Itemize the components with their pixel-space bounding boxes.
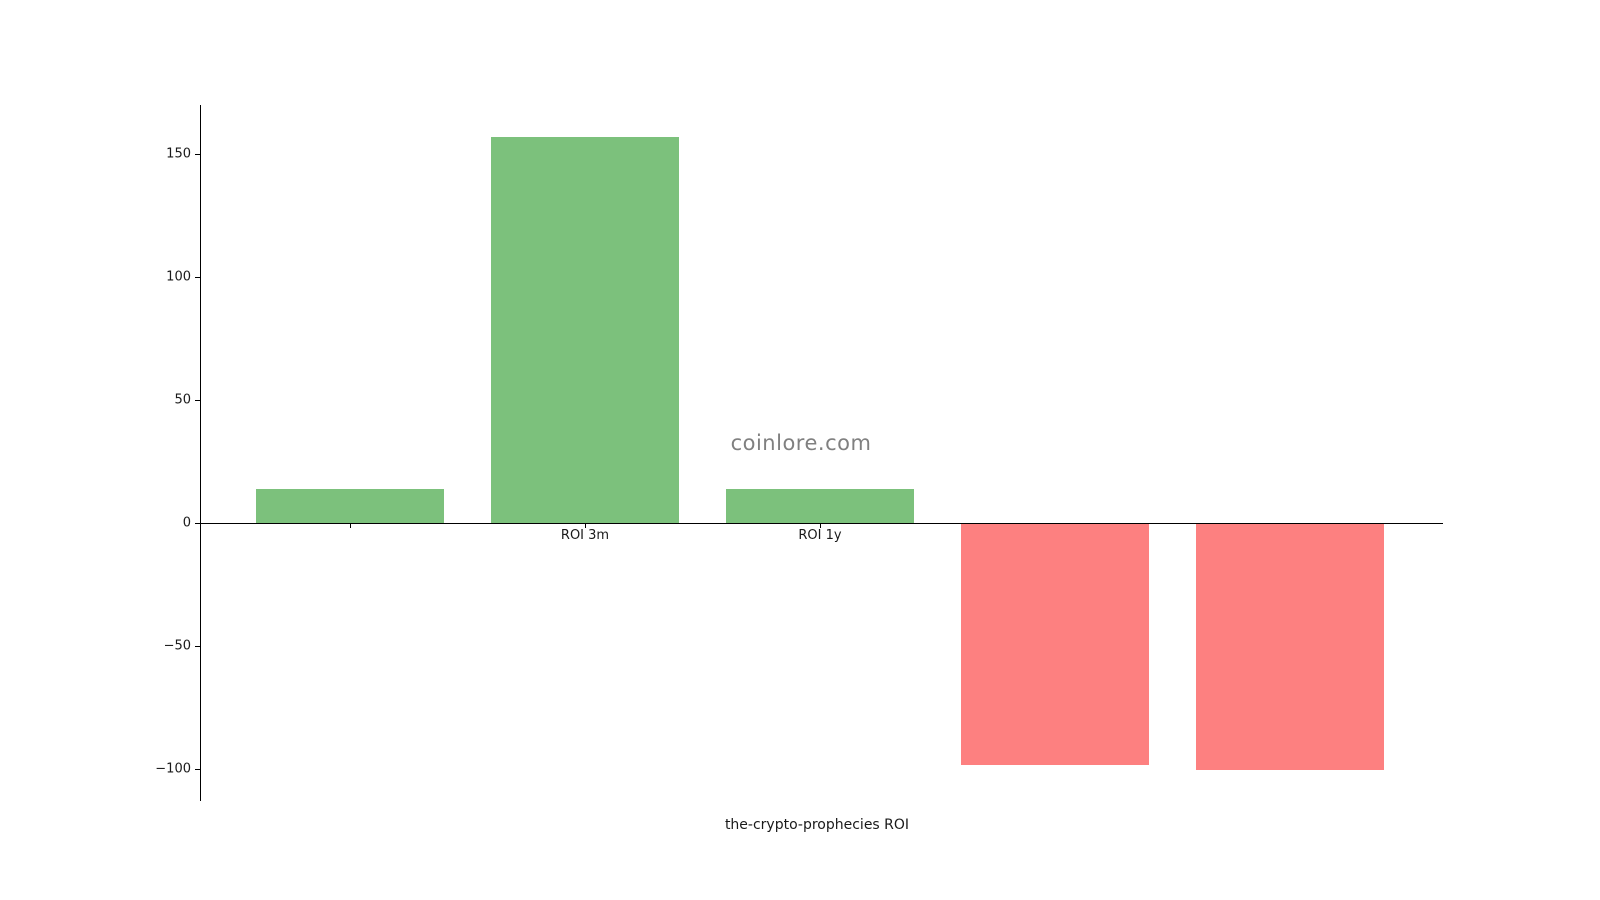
x-axis-line — [200, 523, 1443, 524]
y-tick-mark — [195, 277, 200, 278]
y-tick-mark — [195, 769, 200, 770]
y-tick-label: 100 — [166, 269, 191, 285]
roi-bar-3 — [961, 524, 1149, 765]
roi-bar-2 — [726, 489, 914, 523]
x-tick-mark — [585, 523, 586, 528]
y-tick-mark — [195, 400, 200, 401]
y-tick-mark — [195, 523, 200, 524]
y-tick-label: −100 — [155, 761, 191, 777]
y-tick-label: 50 — [174, 392, 191, 408]
y-tick-mark — [195, 154, 200, 155]
roi-bar-4 — [1196, 524, 1384, 770]
chart-title: the-crypto-prophecies ROI — [724, 817, 910, 833]
roi-bar-0 — [256, 489, 444, 523]
roi-bar-1 — [491, 137, 679, 523]
watermark-text: coinlore.com — [730, 431, 872, 455]
x-tick-label: ROI 3m — [560, 528, 610, 543]
x-tick-label: ROI 1y — [798, 528, 842, 543]
y-axis-spine — [200, 105, 201, 801]
x-tick-mark — [820, 523, 821, 528]
y-tick-label: 0 — [182, 515, 191, 531]
y-tick-label: 150 — [166, 146, 191, 162]
y-tick-label: −50 — [163, 638, 191, 654]
x-tick-mark — [350, 523, 351, 528]
y-tick-mark — [195, 646, 200, 647]
